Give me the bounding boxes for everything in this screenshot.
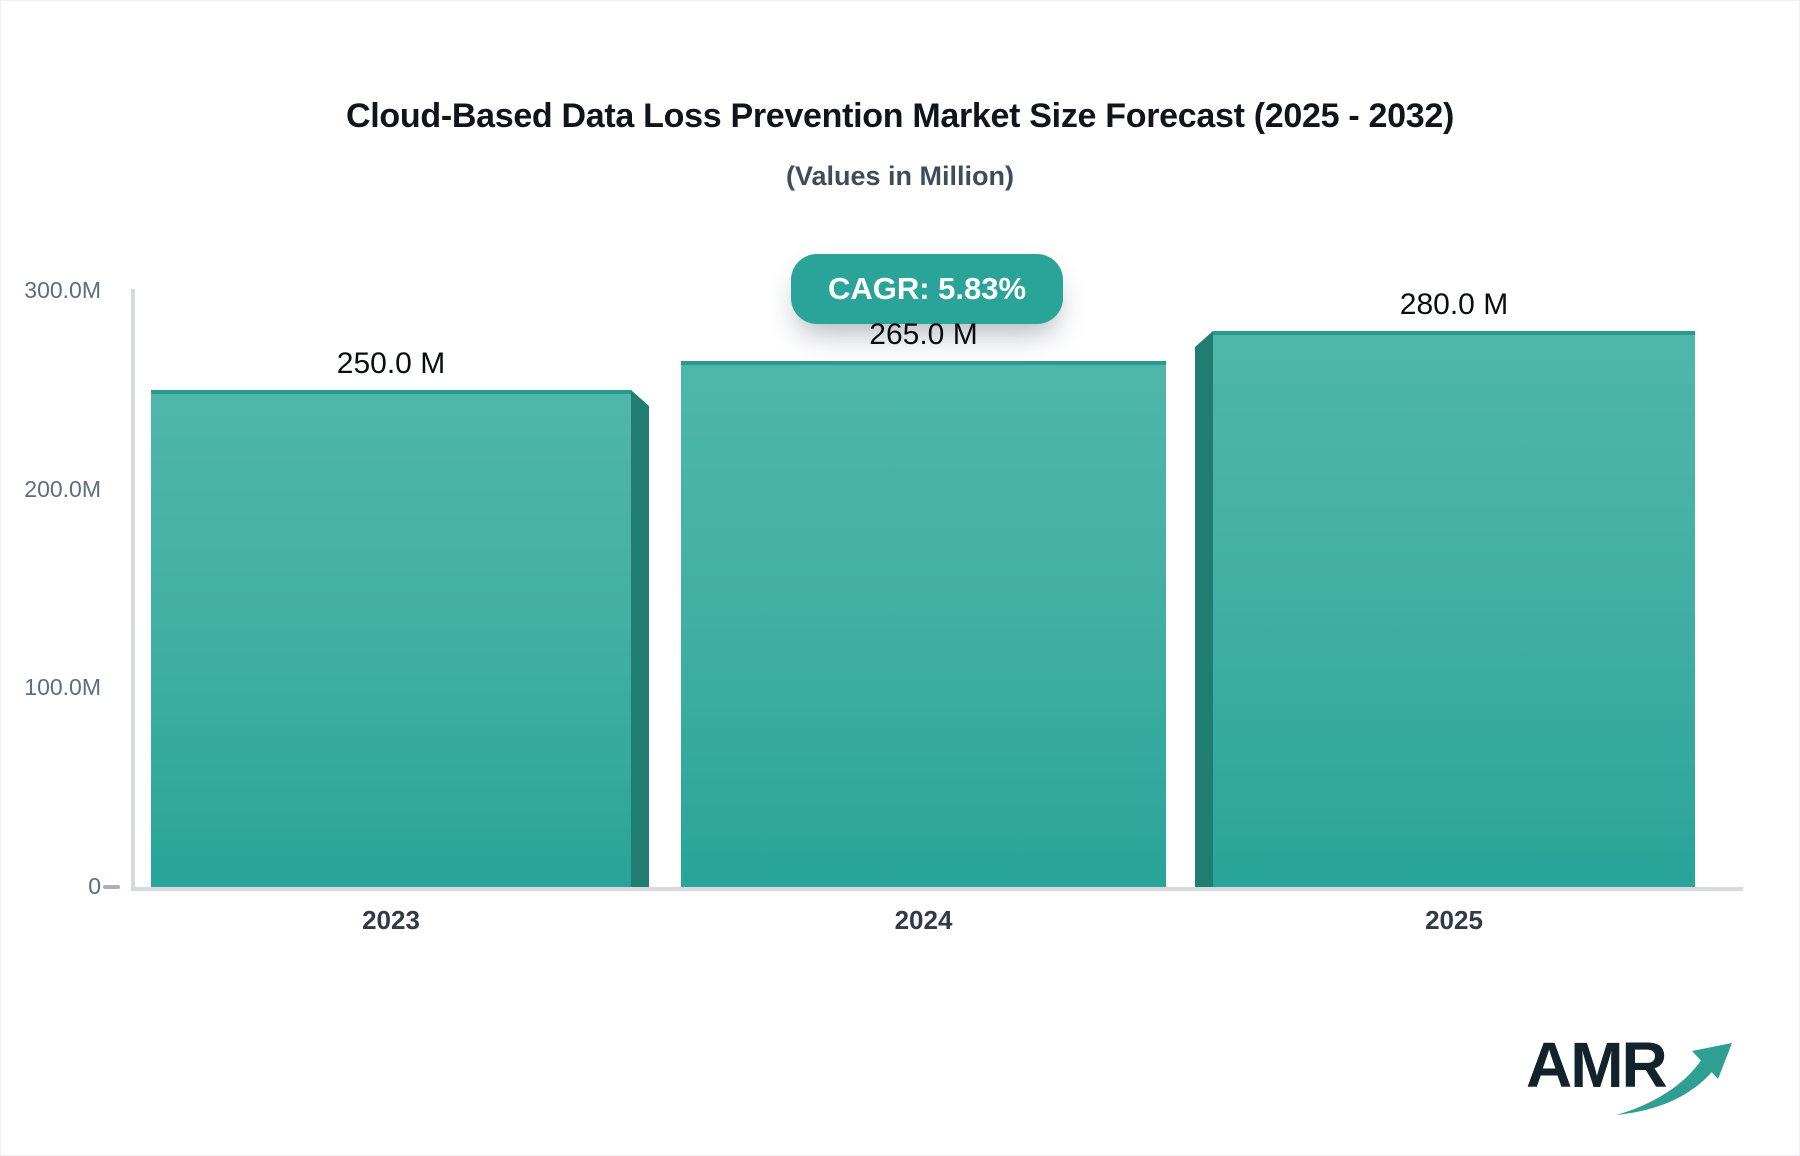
y-axis-zero-tick: [103, 885, 120, 889]
bar-3d-side: [631, 390, 649, 887]
y-axis-line: [131, 289, 135, 889]
bar-value-label: 265.0 M: [869, 318, 978, 351]
growth-arrow-icon: [1616, 1043, 1732, 1115]
bar-2025: [1213, 331, 1695, 887]
bar-value-label: 280.0 M: [1399, 288, 1509, 321]
amr-logo-text: AMR: [1526, 1029, 1668, 1101]
bar-3d-side: [1195, 331, 1213, 887]
x-axis-tick-label: 2025: [1425, 905, 1483, 935]
y-axis-tick-label: 100.0M: [24, 674, 101, 701]
cagr-badge: CAGR: 5.83%: [791, 254, 1063, 324]
y-axis-tick-label: 300.0M: [24, 277, 101, 303]
bar-value-label: 250.0 M: [336, 347, 446, 380]
amr-logo: AMR: [1526, 1033, 1741, 1125]
y-axis-tick-label: 200.0M: [24, 475, 101, 502]
x-axis-line: [131, 887, 1743, 891]
chart-title: Cloud-Based Data Loss Prevention Market …: [346, 97, 1454, 135]
chart-subtitle: (Values in Million): [785, 161, 1015, 191]
x-axis-tick-label: 2024: [894, 905, 953, 935]
y-axis-tick-label: 0: [88, 873, 101, 899]
bar-2023: [151, 390, 631, 887]
bar-2024: [681, 361, 1166, 887]
x-axis-tick-label: 2023: [362, 905, 420, 935]
